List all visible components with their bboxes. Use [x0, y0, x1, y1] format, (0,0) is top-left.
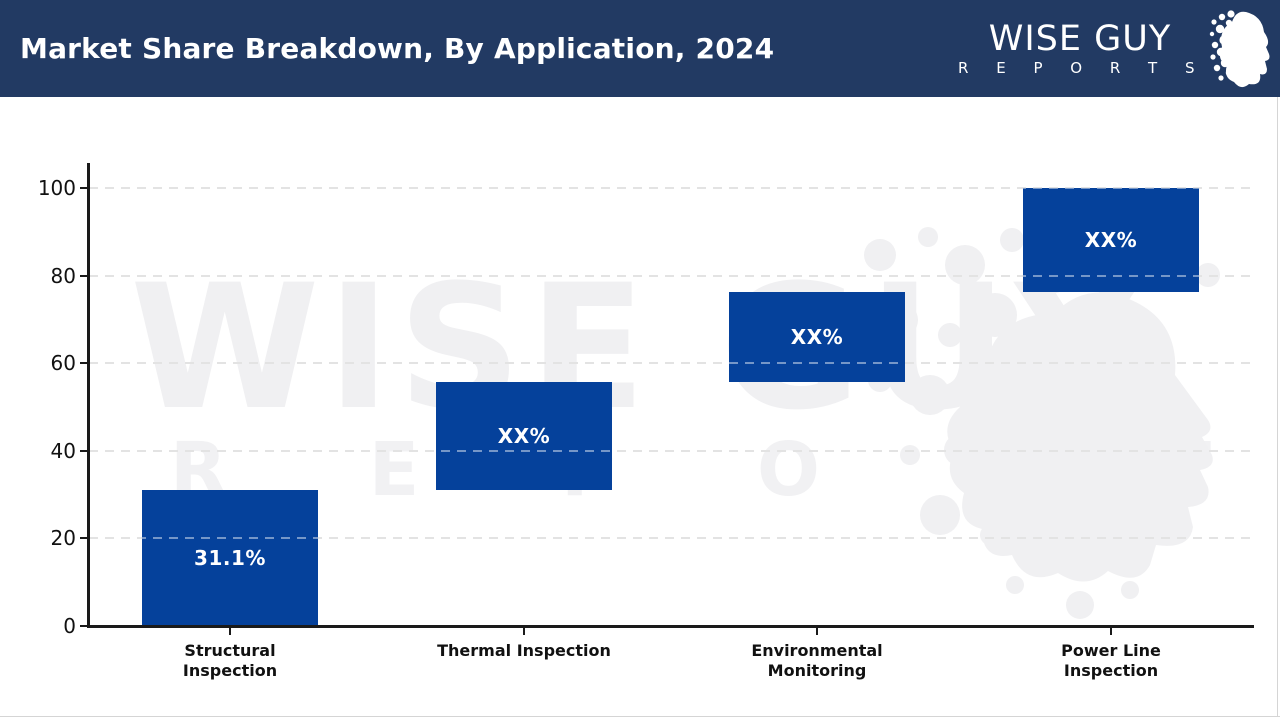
y-axis-tick-label: 80 [50, 263, 76, 288]
y-axis-tick-60 [80, 362, 87, 365]
y-axis-tick-label: 20 [50, 526, 76, 551]
x-axis-category-label: Thermal Inspection [437, 641, 611, 660]
y-axis-tick-label: 100 [37, 176, 76, 200]
watermark-reports-text: R E P O R T S [170, 427, 1280, 513]
logo-text: WISE GUY R E P O R T S [954, 19, 1206, 78]
gridline-overlay-20 [89, 537, 1253, 540]
y-axis-tick-80 [80, 274, 87, 277]
x-axis-tick [1110, 627, 1112, 635]
bar-segment: XX% [729, 292, 905, 383]
bar-segment: XX% [436, 382, 612, 490]
x-axis-category-label: Power Line Inspection [1061, 641, 1161, 680]
bar-value-label: XX% [790, 325, 844, 350]
x-axis-category-label: Environmental Monitoring [751, 641, 883, 680]
logo-reports-label: R E P O R T S [958, 59, 1206, 77]
image-right-border [1277, 97, 1278, 717]
bar-value-label: XX% [1084, 228, 1138, 253]
gridline-overlay-100 [89, 187, 1253, 189]
page-title: Market Share Breakdown, By Application, … [20, 32, 775, 65]
gridline-overlay-60 [89, 362, 1253, 365]
bar-value-label: 31.1% [194, 545, 266, 570]
y-axis-tick-40 [80, 449, 87, 452]
gridline-60 [89, 362, 1253, 365]
x-axis-category-label: Structural Inspection [182, 641, 278, 680]
x-axis-tick [229, 627, 231, 635]
y-axis-tick-label: 40 [50, 438, 76, 463]
y-axis-tick-20 [80, 537, 87, 540]
x-axis-tick [816, 627, 818, 635]
logo-dotted-face-icon [1209, 10, 1270, 88]
watermark-dotted-face-icon [846, 227, 1220, 619]
watermark-wiseguy-text: WISE GUY [130, 247, 1147, 448]
wise-guy-reports-logo: WISE GUY R E P O R T S [958, 6, 1270, 92]
y-axis-line [87, 163, 90, 628]
gridline-overlay-80 [89, 274, 1253, 277]
gridline-100 [89, 187, 1253, 189]
y-axis-tick-label: 60 [50, 351, 76, 376]
bar-value-label: XX% [497, 424, 551, 449]
gridline-80 [89, 274, 1253, 277]
y-axis-tick-100 [80, 187, 87, 189]
x-axis-tick [523, 627, 525, 635]
header-banner: Market Share Breakdown, By Application, … [0, 0, 1280, 97]
y-axis-tick-0 [80, 625, 87, 627]
bar-segment: XX% [1023, 188, 1199, 293]
x-axis-line [87, 625, 1254, 628]
gridline-20 [89, 537, 1253, 540]
gridline-40 [89, 449, 1253, 452]
image-bottom-border [0, 716, 1280, 717]
logo-wiseguy-label: WISE GUY [988, 19, 1172, 59]
gridline-overlay-40 [89, 449, 1253, 452]
y-axis-tick-label: 0 [63, 614, 76, 638]
bar-segment: 31.1% [142, 489, 318, 626]
